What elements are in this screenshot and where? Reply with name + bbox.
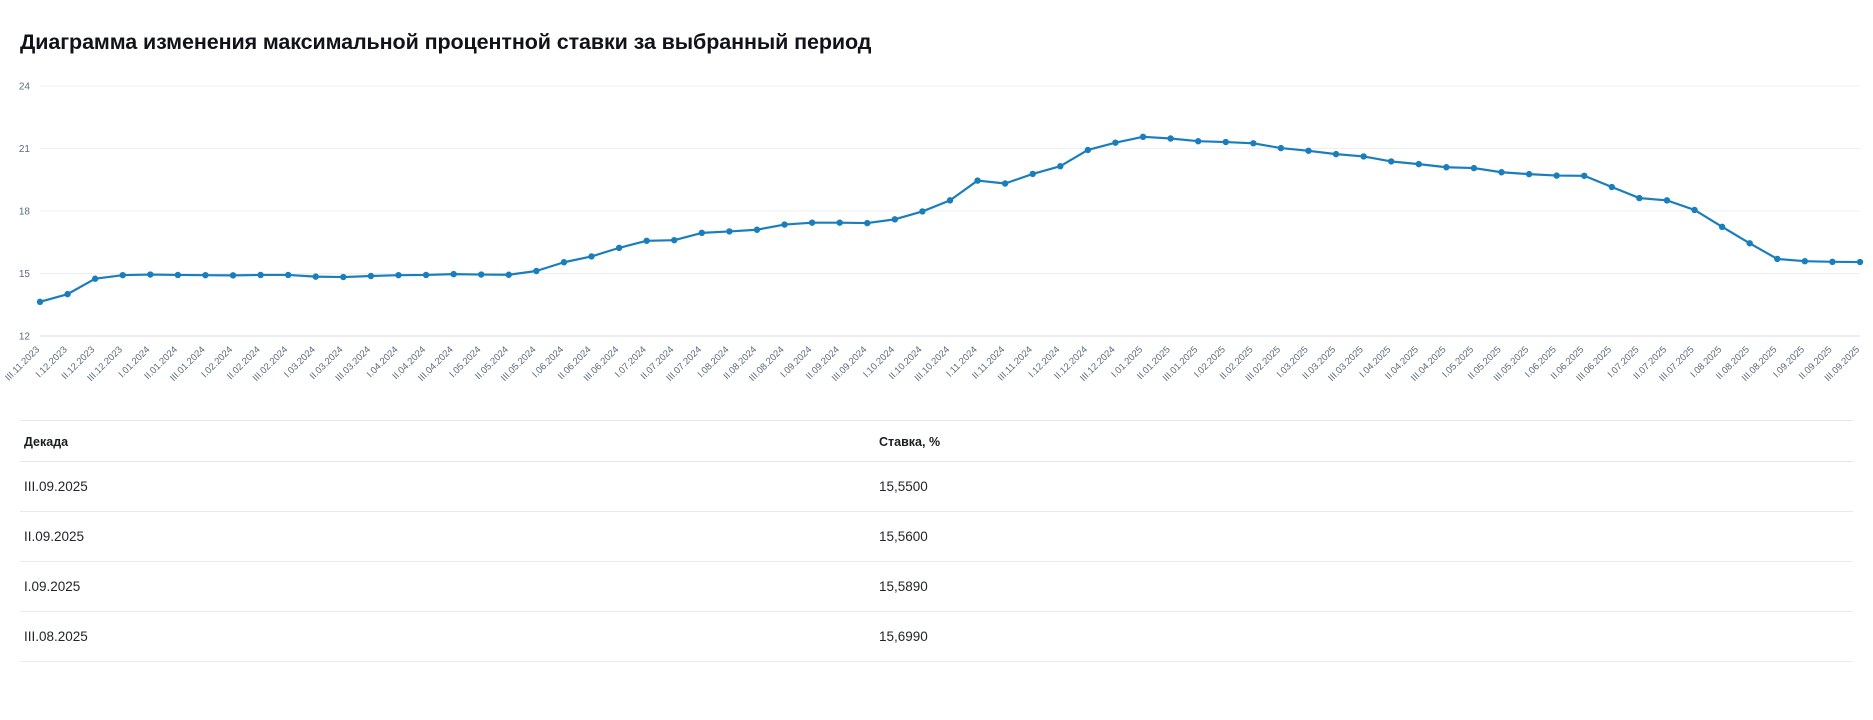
data-point-marker[interactable] [36, 298, 44, 306]
data-point-marker[interactable] [1277, 144, 1285, 152]
data-point-marker[interactable] [1829, 258, 1836, 266]
column-header-decade: Декада [20, 420, 875, 462]
data-point-marker[interactable] [119, 271, 126, 279]
data-point-marker[interactable] [808, 219, 816, 226]
column-header-rate: Ставка, % [875, 420, 1853, 462]
data-point-marker[interactable] [91, 275, 99, 282]
data-point-marker[interactable] [284, 271, 292, 279]
data-point-marker[interactable] [450, 270, 457, 278]
rates-table-wrapper: Декада Ставка, % III.09.2025 15,5500 II.09… [20, 420, 1853, 662]
table-row: III.09.2025 15,5500 [20, 461, 1853, 512]
data-point-marker[interactable] [257, 271, 264, 279]
data-point-marker[interactable] [1691, 206, 1698, 214]
data-point-marker[interactable] [781, 221, 788, 228]
cell-decade: III.08.2025 [20, 611, 875, 662]
data-point-marker[interactable] [1305, 147, 1312, 154]
data-point-marker[interactable] [1636, 194, 1643, 202]
y-axis-tick-label: 24 [19, 82, 31, 93]
data-point-marker[interactable] [1222, 138, 1229, 146]
y-axis-tick-label: 21 [19, 144, 31, 155]
data-point-marker[interactable] [1001, 180, 1009, 187]
table-row: I.09.2025 15,5890 [20, 561, 1853, 612]
data-point-marker[interactable] [1443, 164, 1450, 171]
cell-decade: III.09.2025 [20, 461, 875, 512]
table-body: III.09.2025 15,5500 II.09.2025 15,5600 I.09.… [20, 461, 1853, 662]
data-point-marker[interactable] [1581, 172, 1588, 179]
data-point-marker[interactable] [974, 177, 981, 184]
data-point-marker[interactable] [1663, 197, 1671, 204]
data-point-marker[interactable] [1553, 172, 1560, 179]
data-point-marker[interactable] [533, 267, 540, 275]
rates-table: Декада Ставка, % III.09.2025 15,5500 II.09… [20, 420, 1853, 662]
data-point-marker[interactable] [1112, 139, 1119, 146]
cell-decade: I.09.2025 [20, 561, 875, 612]
data-point-marker[interactable] [1498, 169, 1505, 176]
data-point-marker[interactable] [1718, 223, 1726, 231]
data-point-marker[interactable] [229, 272, 237, 279]
data-point-marker[interactable] [422, 271, 430, 279]
data-point-marker[interactable] [395, 271, 402, 279]
data-point-marker[interactable] [1415, 160, 1422, 168]
data-point-marker[interactable] [202, 271, 209, 279]
data-point-marker[interactable] [1250, 140, 1257, 147]
data-point-marker[interactable] [505, 271, 512, 278]
data-point-marker[interactable] [340, 273, 347, 281]
data-point-marker[interactable] [615, 244, 623, 252]
data-point-marker[interactable] [1856, 258, 1864, 266]
y-axis-tick-label: 18 [19, 207, 31, 218]
data-point-marker[interactable] [946, 197, 954, 204]
data-point-marker[interactable] [643, 237, 650, 244]
data-point-marker[interactable] [891, 216, 899, 223]
data-point-marker[interactable] [726, 228, 733, 235]
line-chart: 12 15 18 21 24 III.11.2023 I.12.2023 II.12.2023… [0, 62, 1873, 402]
data-point-marker[interactable] [1139, 133, 1147, 141]
table-head: Декада Ставка, % [20, 420, 1853, 462]
y-axis-tick-label: 15 [19, 269, 31, 280]
data-point-marker[interactable] [1470, 164, 1478, 172]
cell-rate: 15,5500 [875, 461, 1853, 512]
data-point-marker[interactable] [1167, 135, 1174, 142]
data-point-marker[interactable] [1388, 158, 1395, 165]
data-point-marker[interactable] [588, 253, 595, 260]
x-axis-tick-label: III.11.2023 [3, 344, 42, 383]
data-point-marker[interactable] [64, 290, 71, 298]
data-point-marker[interactable] [1525, 170, 1533, 178]
data-point-marker[interactable] [174, 271, 182, 279]
data-point-marker[interactable] [367, 272, 375, 280]
y-axis-tick-label: 12 [19, 332, 31, 343]
data-point-marker[interactable] [147, 271, 154, 278]
data-point-marker[interactable] [1360, 153, 1367, 160]
data-point-marker[interactable] [919, 208, 926, 215]
table-header-row: Декада Ставка, % [20, 420, 1853, 462]
data-point-marker[interactable] [1029, 170, 1036, 178]
cell-rate: 15,5890 [875, 561, 1853, 612]
data-point-marker[interactable] [1332, 150, 1340, 158]
data-point-marker[interactable] [1608, 183, 1616, 191]
data-point-marker[interactable] [671, 236, 678, 244]
table-row: III.08.2025 15,6990 [20, 611, 1853, 662]
data-point-marker[interactable] [560, 259, 568, 266]
data-point-marker[interactable] [1084, 146, 1092, 154]
table-row: II.09.2025 15,5600 [20, 511, 1853, 562]
data-point-marker[interactable] [1801, 258, 1809, 265]
data-point-marker[interactable] [1194, 138, 1202, 145]
data-point-marker[interactable] [836, 219, 843, 226]
data-point-marker[interactable] [312, 273, 319, 280]
page-title: Диаграмма изменения максимальной процент… [20, 30, 872, 55]
cell-decade: II.09.2025 [20, 511, 875, 562]
data-point-marker[interactable] [753, 226, 761, 233]
data-point-marker[interactable] [1746, 240, 1753, 247]
cell-rate: 15,6990 [875, 611, 1853, 662]
data-point-marker[interactable] [864, 219, 871, 227]
data-point-marker[interactable] [478, 271, 485, 278]
data-point-marker[interactable] [698, 229, 706, 237]
data-point-marker[interactable] [1057, 163, 1064, 170]
data-point-marker[interactable] [1774, 255, 1781, 263]
cell-rate: 15,5600 [875, 511, 1853, 562]
chart-canvas: 1215182124III.11.2023I.12.2023II.12.2023… [3, 82, 1864, 384]
